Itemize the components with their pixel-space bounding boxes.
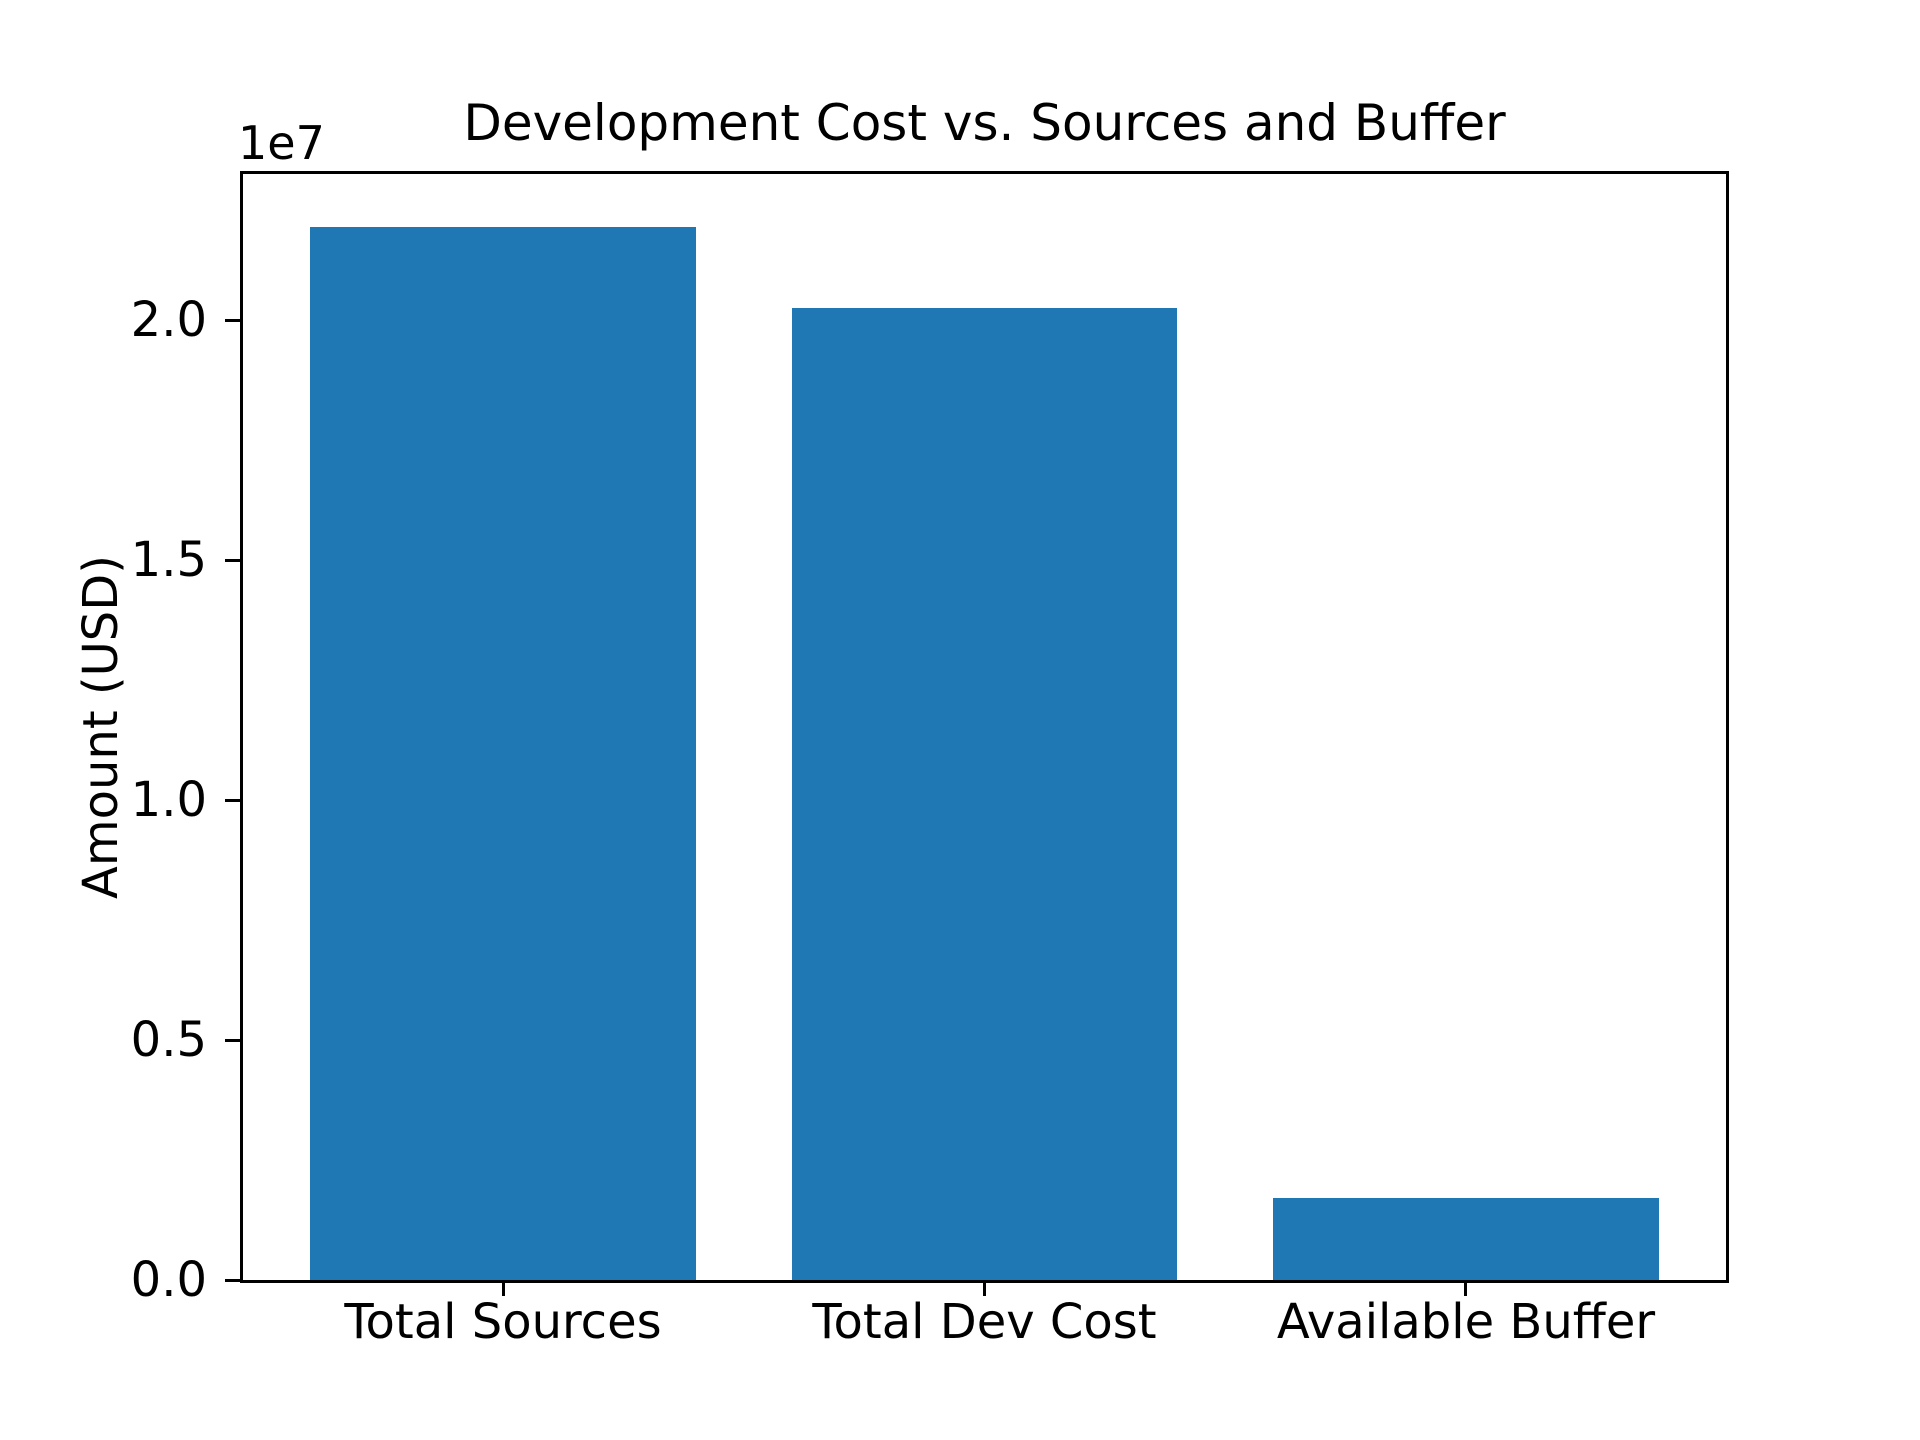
x-tick — [1464, 1280, 1468, 1296]
bar-total-dev-cost — [791, 308, 1178, 1280]
y-axis-label: Amount (USD) — [73, 555, 129, 899]
chart-title: Development Cost vs. Sources and Buffer — [463, 94, 1506, 152]
y-tick-label: 1.5 — [130, 532, 207, 589]
x-tick-label-total-dev-cost: Total Dev Cost — [812, 1294, 1157, 1350]
x-tick — [501, 1280, 505, 1296]
y-tick — [225, 558, 241, 562]
y-tick-label: 0.5 — [130, 1012, 207, 1069]
x-tick-label-total-sources: Total Sources — [344, 1294, 662, 1350]
bar-available-buffer — [1273, 1198, 1659, 1280]
x-tick-label-available-buffer: Available Buffer — [1276, 1294, 1656, 1350]
x-tick — [983, 1280, 986, 1296]
y-tick — [225, 318, 241, 322]
y-axis-offset-label: 1e7 — [238, 116, 325, 170]
bar-total-sources — [310, 226, 696, 1280]
y-tick-label: 0.0 — [130, 1252, 207, 1308]
y-tick — [225, 1278, 241, 1282]
y-tick — [225, 798, 241, 802]
plot-area — [240, 171, 1729, 1283]
y-tick-label: 2.0 — [130, 292, 207, 349]
y-tick — [225, 1038, 241, 1042]
y-tick-label: 1.0 — [130, 772, 207, 829]
